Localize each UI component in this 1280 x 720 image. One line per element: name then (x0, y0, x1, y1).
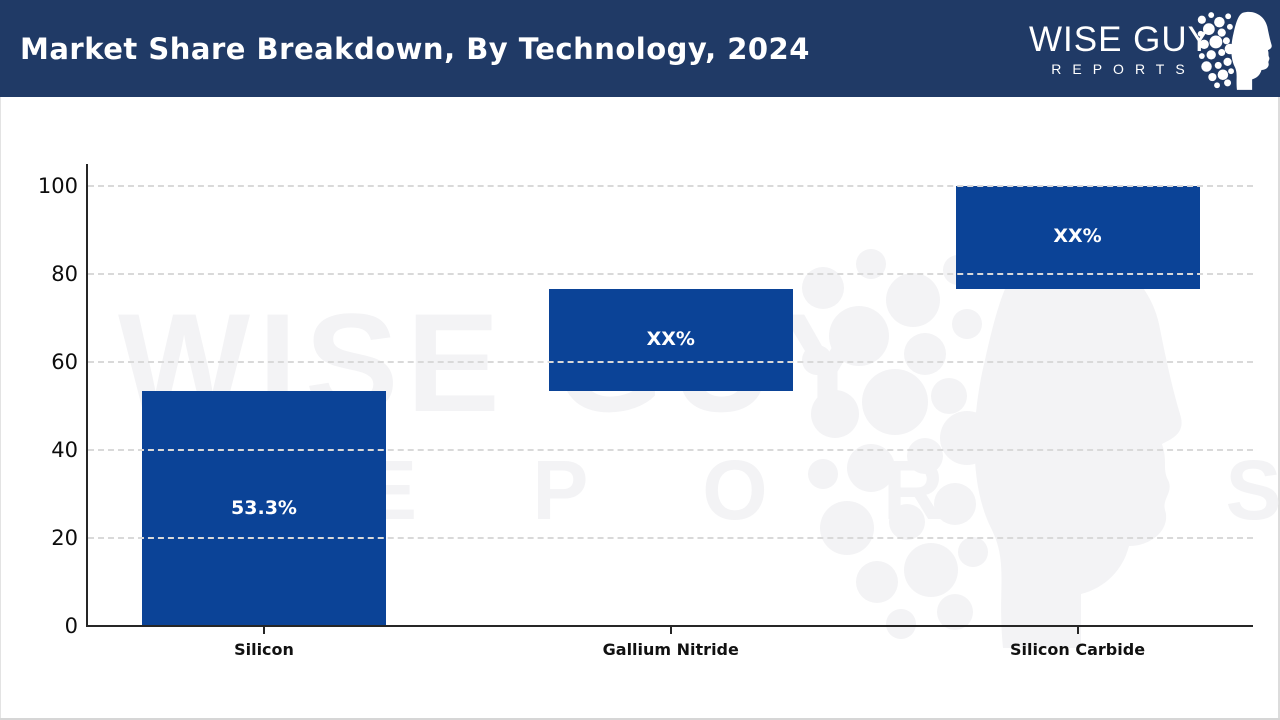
axis-y-spine (86, 164, 88, 627)
x-category-label-silicon-carbide: Silicon Carbide (1009, 640, 1146, 659)
gridline-40 (88, 449, 1253, 451)
y-tick-label-20: 20 (51, 526, 78, 550)
header: Market Share Breakdown, By Technology, 2… (0, 0, 1280, 97)
gridline-20 (88, 537, 1253, 539)
x-tick-silicon (263, 627, 265, 634)
wiseguy-logo: WISE GUY REPORTS (1029, 4, 1272, 94)
y-tick-label-0: 0 (64, 614, 78, 638)
bar-silicon (142, 391, 386, 626)
bar-silicon-carbide (955, 186, 1200, 289)
chart-title: Market Share Breakdown, By Technology, 2… (20, 31, 810, 66)
x-tick-silicon-carbide (1076, 627, 1079, 634)
gridline-80 (88, 273, 1253, 275)
x-category-label-silicon: Silicon (234, 640, 294, 659)
x-tick-gallium-nitride (669, 627, 672, 634)
bar-value-label-gallium-nitride: XX% (646, 328, 695, 351)
gridline-100 (88, 185, 1253, 187)
axis-x-spine (86, 625, 1253, 627)
gridline-60 (88, 361, 1253, 363)
logo-face-icon (1197, 11, 1272, 90)
bar-value-label-silicon: 53.3% (231, 496, 297, 519)
logo-wordmark: WISE GUY (1028, 19, 1212, 59)
y-tick-label-100: 100 (37, 174, 78, 198)
bar-gallium-nitride (548, 288, 793, 392)
y-tick-label-80: 80 (51, 262, 78, 286)
bar-value-label-silicon-carbide: XX% (1053, 225, 1102, 248)
y-tick-label-60: 60 (51, 350, 78, 374)
logo-subtext: REPORTS (1051, 60, 1196, 77)
logo-text: WISE GUY REPORTS (1029, 22, 1212, 77)
y-tick-label-40: 40 (51, 438, 78, 462)
x-category-label-gallium-nitride: Gallium Nitride (602, 640, 739, 659)
watermark-face-icon (802, 247, 1182, 648)
